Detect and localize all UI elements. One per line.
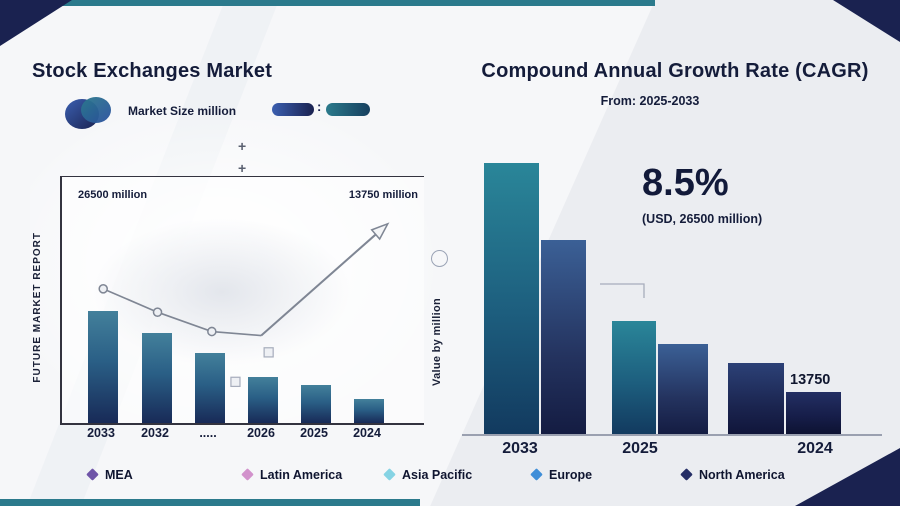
legend-item-mea: MEA — [86, 467, 133, 482]
top-accent-strip — [0, 0, 655, 6]
x-tick-2033: 2033 — [502, 440, 538, 457]
diamond-icon — [530, 468, 543, 481]
circle-decor-icon — [431, 250, 448, 267]
left-chart-y-axis-label: FUTURE MARKET REPORT — [32, 232, 43, 383]
legend-item-latin-america: Latin America — [241, 467, 343, 482]
legend-label: Latin America — [260, 467, 343, 482]
value-annotation-13750: 13750 — [790, 372, 831, 388]
left-chart-min-label: 13750 million — [348, 189, 418, 201]
x-tick-2032: 2032 — [141, 426, 169, 440]
market-size-chart: 26500 million 13750 million — [60, 176, 424, 425]
bar-2025-series-1 — [612, 321, 656, 434]
step-decor-line — [600, 283, 645, 298]
x-tick-2033: 2033 — [87, 426, 115, 440]
legend-item-asia-pacific: Asia Pacific — [383, 467, 473, 482]
legend-pill-navy — [272, 103, 314, 116]
bar-2033-series-2 — [541, 240, 586, 434]
bar-2026 — [248, 377, 278, 423]
diamond-icon — [86, 468, 99, 481]
left-chart-title: Stock Exchanges Market — [32, 60, 273, 82]
disc-stack-icon — [62, 92, 120, 137]
diamond-icon — [680, 468, 693, 481]
right-chart-subtitle: From: 2025-2033 — [600, 94, 700, 108]
map-silhouette-decor — [92, 217, 352, 367]
trend-line-and-forecast-arrow — [98, 222, 390, 388]
bar-2032 — [142, 333, 172, 423]
legend-label: MEA — [105, 467, 133, 482]
bar-mid-years — [195, 353, 225, 423]
plus-decor-icon: + — [238, 138, 247, 154]
diamond-icon — [241, 468, 254, 481]
right-chart-title: Compound Annual Growth Rate (CAGR) — [481, 60, 869, 82]
bar-2024-series-1 — [728, 363, 784, 434]
x-tick-2025: 2025 — [622, 440, 658, 457]
legend-item-north-america: North America — [680, 467, 785, 482]
left-chart-x-axis: 2033 2032 ..... 2026 2025 2024 — [60, 426, 422, 442]
x-tick-ellipsis: ..... — [199, 426, 217, 440]
legend-label: Europe — [549, 467, 593, 482]
right-chart-y-axis-label: Value by million — [431, 298, 443, 386]
diamond-icon — [383, 468, 396, 481]
left-chart-max-label: 26500 million — [78, 189, 148, 201]
cagr-note: (USD, 26500 million) — [642, 212, 763, 226]
x-tick-2025: 2025 — [300, 426, 328, 440]
market-size-legend-label: Market Size million — [128, 104, 237, 118]
legend-pill-teal — [326, 103, 370, 116]
right-chart-baseline — [462, 434, 882, 436]
bar-2024-series-2 — [786, 392, 841, 434]
bar-2033-series-1 — [484, 163, 539, 434]
x-tick-2024: 2024 — [797, 440, 833, 457]
bar-2033 — [88, 311, 118, 423]
corner-triangle-top-left — [0, 0, 72, 46]
x-tick-2024: 2024 — [353, 426, 381, 440]
bar-2024 — [354, 399, 384, 423]
bar-2025 — [301, 385, 331, 423]
bottom-accent-strip — [0, 499, 420, 506]
legend-label: Asia Pacific — [402, 467, 473, 482]
bar-2025-series-2 — [658, 344, 708, 434]
legend-item-europe: Europe — [530, 467, 593, 482]
cagr-value: 8.5% — [642, 162, 729, 204]
legend-pill-separator: : — [317, 99, 322, 114]
x-tick-2026: 2026 — [247, 426, 275, 440]
legend-label: North America — [699, 467, 785, 482]
plus-decor-icon: + — [238, 160, 247, 176]
